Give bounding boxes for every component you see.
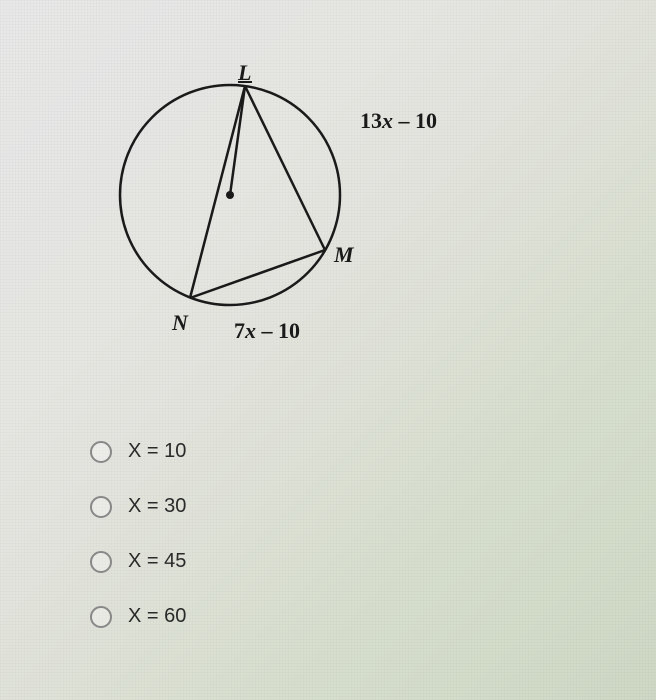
answer-option-2[interactable]: X = 45 xyxy=(90,550,186,573)
arc-label-MN: 7x – 10 xyxy=(234,318,300,344)
radius-L xyxy=(230,86,245,195)
chord-LM xyxy=(245,86,325,250)
radio-icon xyxy=(90,441,112,463)
answer-option-3[interactable]: X = 60 xyxy=(90,605,186,628)
answer-label: X = 30 xyxy=(128,495,186,518)
geometry-diagram: L M N 13x – 10 7x – 10 xyxy=(90,20,470,370)
answer-options-list: X = 10 X = 30 X = 45 X = 60 xyxy=(90,440,186,660)
answer-label: X = 10 xyxy=(128,440,186,463)
radio-icon xyxy=(90,551,112,573)
answer-label: X = 45 xyxy=(128,550,186,573)
radio-icon xyxy=(90,496,112,518)
point-label-N: N xyxy=(172,310,188,336)
arc-label-LM: 13x – 10 xyxy=(360,108,437,134)
answer-option-0[interactable]: X = 10 xyxy=(90,440,186,463)
point-label-L: L xyxy=(238,60,251,86)
chord-LN xyxy=(190,86,245,298)
radio-icon xyxy=(90,606,112,628)
answer-option-1[interactable]: X = 30 xyxy=(90,495,186,518)
point-label-M: M xyxy=(334,242,354,268)
answer-label: X = 60 xyxy=(128,605,186,628)
